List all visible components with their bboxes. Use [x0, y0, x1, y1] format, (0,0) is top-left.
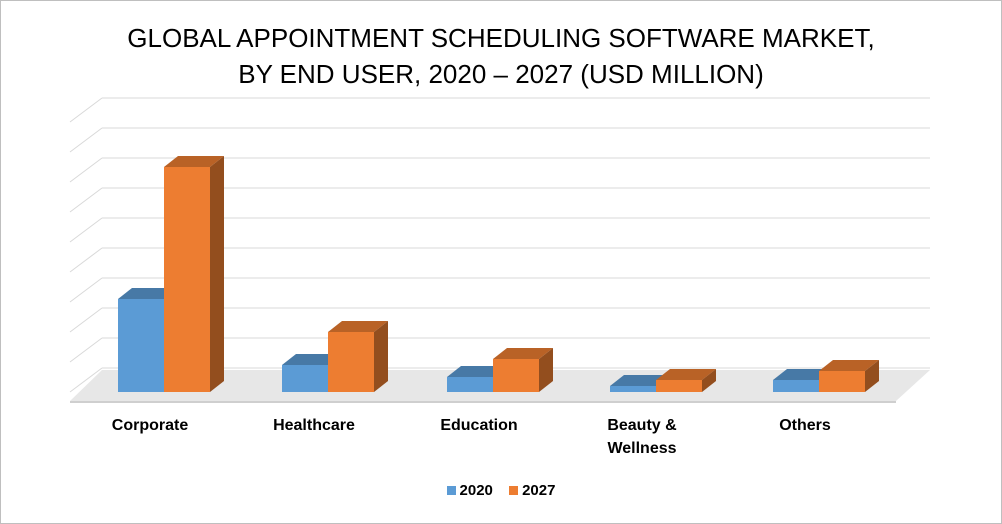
chart-title-line-2: BY END USER, 2020 – 2027 (USD MILLION) — [238, 59, 764, 89]
gridline-side — [69, 157, 103, 183]
bar-top — [118, 288, 178, 299]
bar-front — [282, 365, 328, 392]
bar-top — [164, 156, 224, 167]
floor-edge — [70, 401, 896, 403]
bar — [819, 360, 879, 392]
gridlines — [69, 97, 930, 393]
chart-title: GLOBAL APPOINTMENT SCHEDULING SOFTWARE M… — [0, 20, 1002, 92]
gridline-side — [69, 307, 103, 333]
bar — [164, 156, 224, 392]
gridline-side — [69, 187, 103, 213]
bar-side — [374, 321, 388, 392]
legend-label-2020: 2020 — [459, 482, 493, 499]
legend-item-2020: 2020 — [446, 482, 493, 499]
legend: 2020 2027 — [0, 482, 1002, 499]
gridline-side — [69, 247, 103, 273]
category-label: Others — [779, 417, 831, 434]
bar-top — [282, 354, 342, 365]
legend-swatch-2027 — [509, 486, 519, 495]
bar-side — [865, 360, 879, 392]
gridline-side — [69, 217, 103, 243]
bar-side — [210, 156, 224, 392]
bar-front — [118, 299, 164, 392]
bar-front — [610, 386, 656, 392]
bar-side — [702, 369, 716, 392]
bar-front — [773, 380, 819, 392]
gridline-side — [69, 337, 103, 363]
bar-top — [493, 348, 553, 359]
bar-front — [328, 332, 374, 392]
category-label: Healthcare — [273, 417, 355, 434]
gridline-side — [69, 277, 103, 303]
bar-front — [819, 371, 865, 392]
bar-front — [656, 380, 702, 392]
bar — [328, 321, 388, 392]
bar-front — [447, 377, 493, 392]
category-label: Beauty & — [607, 417, 677, 434]
bar-top — [656, 369, 716, 380]
category-label: Corporate — [112, 417, 189, 434]
category-label: Wellness — [607, 440, 676, 457]
bar-side — [539, 348, 553, 392]
legend-swatch-2020 — [446, 486, 456, 495]
bar-front — [493, 359, 539, 392]
bars — [118, 156, 879, 392]
category-labels: Corporate Healthcare Education Beauty & Well… — [112, 417, 831, 457]
bar-top — [819, 360, 879, 371]
bar — [493, 348, 553, 392]
legend-label-2027: 2027 — [522, 482, 556, 499]
bar-front — [164, 167, 210, 392]
gridline-side — [69, 367, 103, 393]
gridline-side — [69, 127, 103, 153]
category-label: Education — [440, 417, 517, 434]
bar-top — [447, 366, 507, 377]
bar-top — [610, 375, 670, 386]
chart-title-line-1: GLOBAL APPOINTMENT SCHEDULING SOFTWARE M… — [127, 23, 875, 53]
legend-item-2027: 2027 — [509, 482, 555, 499]
bar-top — [328, 321, 388, 332]
bar-top — [773, 369, 833, 380]
gridline-side — [69, 97, 103, 123]
bar — [656, 369, 716, 392]
